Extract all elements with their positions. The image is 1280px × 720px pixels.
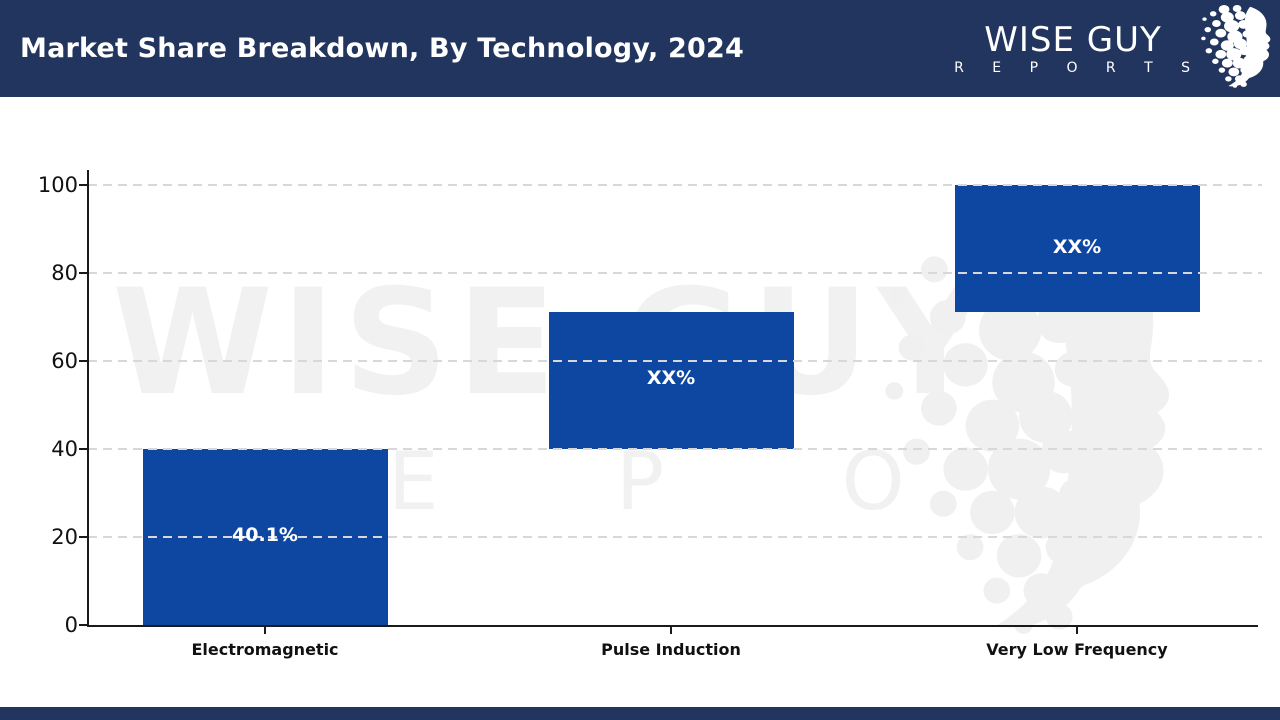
y-axis-line bbox=[87, 170, 89, 627]
category-label-pulse-induction: Pulse Induction bbox=[601, 640, 741, 659]
y-tick-60 bbox=[79, 360, 88, 362]
y-tick-label-20: 20 bbox=[51, 525, 78, 549]
header-bar: Market Share Breakdown, By Technology, 2… bbox=[0, 0, 1280, 97]
y-tick-label-0: 0 bbox=[64, 613, 78, 637]
gridline-100 bbox=[88, 184, 1262, 186]
gridline-40 bbox=[88, 448, 1262, 450]
page-title: Market Share Breakdown, By Technology, 2… bbox=[20, 33, 745, 64]
y-tick-40 bbox=[79, 448, 88, 450]
x-axis-line bbox=[87, 625, 1258, 627]
y-tick-label-100: 100 bbox=[37, 173, 78, 197]
bar-value-label: XX% bbox=[1052, 235, 1102, 258]
y-tick-label-40: 40 bbox=[51, 437, 78, 461]
y-tick-100 bbox=[79, 184, 88, 186]
bar-very-low-frequency bbox=[954, 185, 1200, 313]
gridline-20 bbox=[88, 536, 1262, 538]
bar-value-label: 40.1% bbox=[232, 523, 298, 546]
y-tick-20 bbox=[79, 536, 88, 538]
x-tick-3 bbox=[1076, 627, 1078, 634]
bar-pulse-induction bbox=[548, 312, 794, 449]
gridline-80 bbox=[88, 272, 1262, 274]
category-label-electromagnetic: Electromagnetic bbox=[191, 640, 339, 659]
x-tick-1 bbox=[264, 627, 266, 634]
y-tick-label-80: 80 bbox=[51, 261, 78, 285]
logo-subtitle: R E P O R T S bbox=[954, 59, 1202, 76]
wise-guy-logo: WISE GUY R E P O R T S bbox=[944, 4, 1274, 94]
bar-value-label: XX% bbox=[646, 367, 696, 390]
footer-bar bbox=[0, 707, 1280, 720]
gridline-60 bbox=[88, 360, 1262, 362]
y-tick-80 bbox=[79, 272, 88, 274]
y-tick-label-60: 60 bbox=[51, 349, 78, 373]
x-tick-2 bbox=[670, 627, 672, 634]
face-dots-icon bbox=[1201, 5, 1271, 88]
watermark-wordmark: WISE GUY bbox=[112, 258, 992, 428]
logo-wordmark: WISE GUY bbox=[984, 19, 1162, 60]
category-label-very-low-frequency: Very Low Frequency bbox=[986, 640, 1168, 659]
logo-text: WISE GUY R E P O R T S bbox=[944, 23, 1202, 76]
y-tick-0 bbox=[79, 624, 88, 626]
